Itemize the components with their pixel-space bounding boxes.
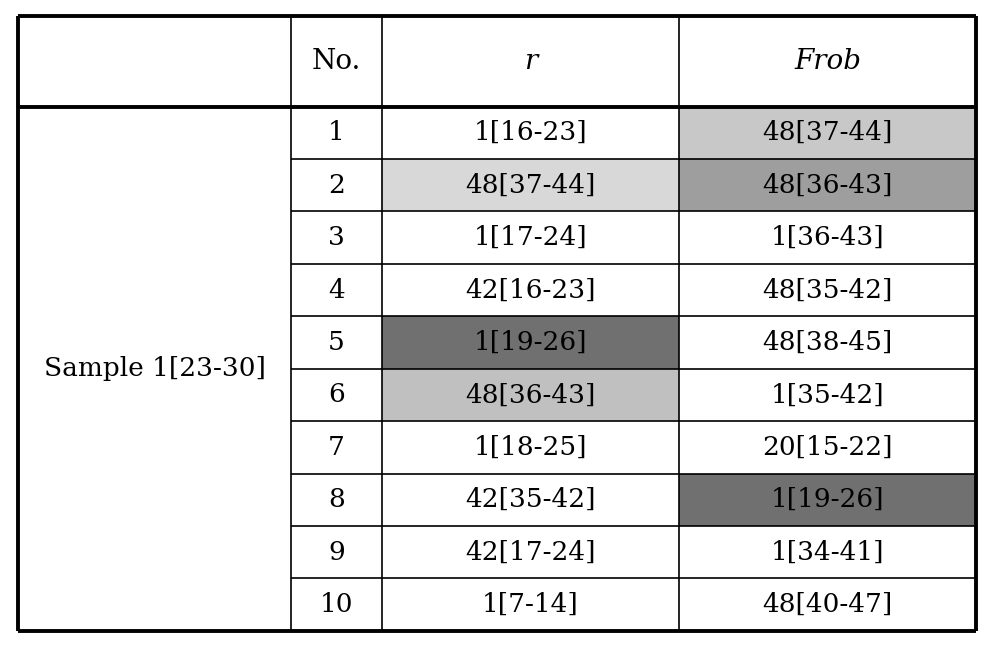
- Bar: [382, 16, 679, 107]
- Text: 20[15-22]: 20[15-22]: [762, 435, 893, 460]
- Bar: [18, 107, 291, 631]
- Bar: [291, 264, 382, 316]
- Bar: [382, 578, 679, 631]
- Bar: [382, 421, 679, 474]
- Bar: [291, 369, 382, 421]
- Text: 48[36-43]: 48[36-43]: [465, 382, 595, 408]
- Bar: [291, 107, 382, 159]
- Bar: [382, 159, 679, 212]
- Bar: [382, 369, 679, 421]
- Text: 48[40-47]: 48[40-47]: [762, 592, 893, 617]
- Bar: [679, 474, 976, 526]
- Bar: [291, 16, 382, 107]
- Text: 48[37-44]: 48[37-44]: [762, 120, 893, 145]
- Bar: [679, 264, 976, 316]
- Bar: [382, 264, 679, 316]
- Text: 6: 6: [328, 382, 345, 408]
- Text: 4: 4: [328, 278, 345, 303]
- Bar: [679, 107, 976, 159]
- Bar: [382, 526, 679, 578]
- Text: 1[35-42]: 1[35-42]: [770, 382, 885, 408]
- Bar: [382, 316, 679, 369]
- Bar: [291, 421, 382, 474]
- Text: 48[37-44]: 48[37-44]: [465, 173, 595, 198]
- Bar: [382, 474, 679, 526]
- Text: 10: 10: [320, 592, 353, 617]
- Text: 48[35-42]: 48[35-42]: [762, 278, 893, 303]
- Text: 1: 1: [328, 120, 345, 145]
- Text: 48[38-45]: 48[38-45]: [762, 330, 893, 355]
- Text: 1[19-26]: 1[19-26]: [474, 330, 587, 355]
- Text: 1[18-25]: 1[18-25]: [474, 435, 587, 460]
- Bar: [679, 369, 976, 421]
- Bar: [291, 526, 382, 578]
- Text: 1[7-14]: 1[7-14]: [482, 592, 579, 617]
- Bar: [291, 578, 382, 631]
- Text: 5: 5: [328, 330, 345, 355]
- Bar: [291, 159, 382, 212]
- Bar: [679, 578, 976, 631]
- Text: 9: 9: [328, 540, 345, 565]
- Bar: [679, 316, 976, 369]
- Text: 1[17-24]: 1[17-24]: [474, 225, 587, 250]
- Bar: [18, 16, 291, 107]
- Bar: [291, 316, 382, 369]
- Text: 7: 7: [328, 435, 345, 460]
- Text: 42[17-24]: 42[17-24]: [465, 540, 595, 565]
- Text: 42[35-42]: 42[35-42]: [465, 487, 595, 512]
- Bar: [382, 107, 679, 159]
- Text: 48[36-43]: 48[36-43]: [762, 173, 893, 198]
- Text: 1[34-41]: 1[34-41]: [770, 540, 885, 565]
- Bar: [679, 421, 976, 474]
- Text: Frob: Frob: [794, 48, 861, 75]
- Bar: [679, 16, 976, 107]
- Bar: [679, 212, 976, 264]
- Bar: [291, 212, 382, 264]
- Text: No.: No.: [312, 48, 361, 75]
- Text: 3: 3: [328, 225, 345, 250]
- Text: r: r: [524, 48, 537, 75]
- Bar: [679, 159, 976, 212]
- Text: 2: 2: [328, 173, 345, 198]
- Bar: [382, 212, 679, 264]
- Text: 1[19-26]: 1[19-26]: [770, 487, 885, 512]
- Bar: [679, 526, 976, 578]
- Text: Sample 1[23-30]: Sample 1[23-30]: [44, 356, 265, 381]
- Text: 1[36-43]: 1[36-43]: [770, 225, 885, 250]
- Text: 42[16-23]: 42[16-23]: [465, 278, 595, 303]
- Text: 1[16-23]: 1[16-23]: [474, 120, 587, 145]
- Bar: [291, 474, 382, 526]
- Text: 8: 8: [328, 487, 345, 512]
